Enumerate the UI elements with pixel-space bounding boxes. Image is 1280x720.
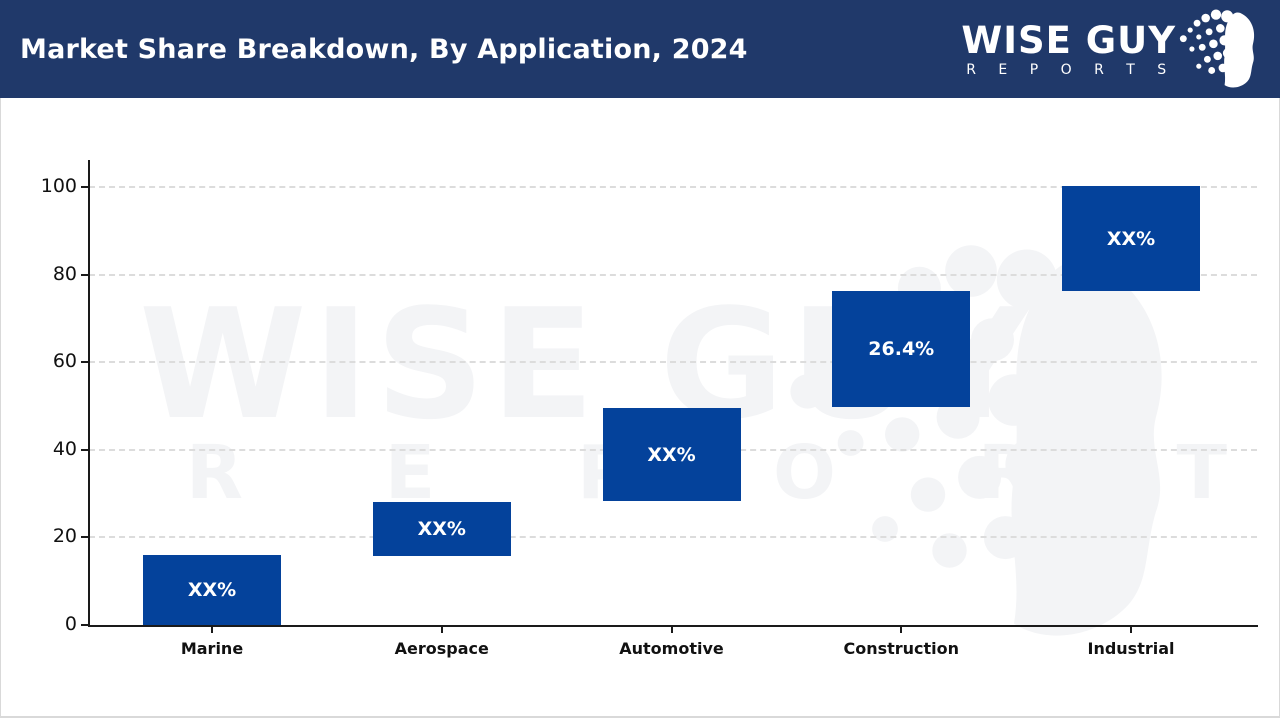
page-title: Market Share Breakdown, By Application, … bbox=[20, 33, 748, 65]
y-axis-tick-label-60: 60 bbox=[52, 350, 77, 373]
bar-segment-industrial: XX% bbox=[1062, 186, 1200, 292]
x-category-label-marine: Marine bbox=[180, 639, 244, 658]
bar-value-label: XX% bbox=[417, 517, 466, 540]
header-bar: Market Share Breakdown, By Application, … bbox=[0, 0, 1280, 98]
bar-value-label: XX% bbox=[1106, 227, 1156, 250]
dotted-face-icon bbox=[1179, 9, 1255, 88]
gridline-80 bbox=[89, 273, 1257, 276]
brand-logo-text: WISE GUY R E P O R T S bbox=[961, 22, 1176, 77]
gridline-60 bbox=[89, 361, 1257, 364]
y-axis-tick-label-20: 20 bbox=[52, 525, 77, 548]
y-axis-tick-label-80: 80 bbox=[52, 262, 77, 285]
x-axis-tick-marine bbox=[211, 626, 213, 633]
y-axis-tick-100 bbox=[81, 186, 89, 188]
brand-logo: WISE GUY R E P O R T S bbox=[961, 6, 1280, 92]
x-category-label-automotive: Automotive bbox=[619, 639, 724, 658]
y-axis-tick-80 bbox=[81, 273, 89, 276]
bar-segment-automotive: XX% bbox=[602, 408, 741, 502]
y-axis-tick-label-100: 100 bbox=[40, 175, 77, 197]
x-category-label-industrial: Industrial bbox=[1087, 639, 1175, 658]
y-axis-tick-label-40: 40 bbox=[52, 437, 77, 460]
y-axis-tick-0 bbox=[81, 624, 89, 626]
brand-name: WISE GUY bbox=[961, 18, 1176, 62]
x-axis-tick-construction bbox=[900, 626, 903, 633]
bar-value-label: 26.4% bbox=[868, 338, 935, 361]
x-axis-tick-automotive bbox=[670, 626, 673, 633]
bar-value-label: XX% bbox=[187, 578, 237, 601]
x-axis-line bbox=[88, 625, 1258, 627]
chart-area: WISE GUY R E P O R T S 020406080100XX%Ma… bbox=[0, 98, 1280, 718]
y-axis-line bbox=[88, 160, 90, 627]
y-axis-tick-label-0: 0 bbox=[64, 613, 77, 635]
brand-subname: R E P O R T S bbox=[966, 61, 1176, 78]
x-axis-tick-industrial bbox=[1130, 626, 1132, 633]
y-axis-tick-60 bbox=[81, 361, 89, 364]
bar-segment-marine: XX% bbox=[143, 554, 281, 625]
gridline-20 bbox=[89, 536, 1257, 539]
x-category-label-aerospace: Aerospace bbox=[394, 639, 489, 658]
y-axis-tick-20 bbox=[81, 536, 89, 539]
x-axis-tick-aerospace bbox=[440, 626, 443, 633]
gridline-100 bbox=[89, 186, 1257, 188]
bar-value-label: XX% bbox=[647, 443, 696, 466]
bar-segment-construction: 26.4% bbox=[832, 291, 971, 407]
bar-segment-aerospace: XX% bbox=[372, 501, 511, 556]
x-category-label-construction: Construction bbox=[843, 639, 960, 658]
y-axis-tick-40 bbox=[81, 448, 89, 451]
